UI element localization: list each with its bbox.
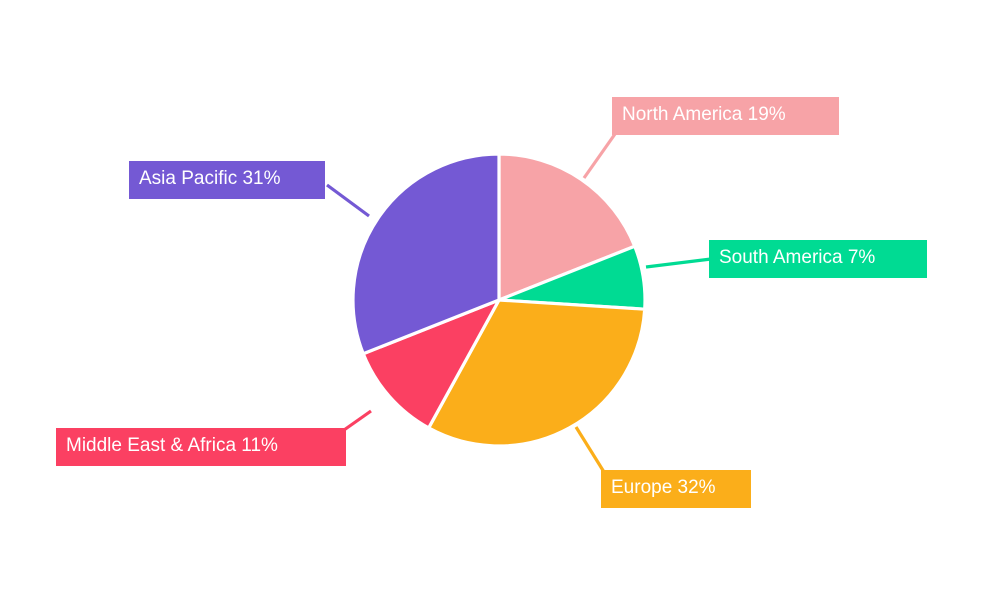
pie-label-europe[interactable]: Europe 32% — [601, 470, 751, 508]
pie-label-north-america[interactable]: North America 19% — [612, 97, 839, 135]
leader-line-south-america — [645, 257, 712, 269]
pie-label-middle-east-africa[interactable]: Middle East & Africa 11% — [56, 428, 346, 466]
pie-wedge-group — [351, 152, 647, 448]
pie-slice-north-america[interactable] — [497, 152, 637, 302]
pie-slice-asia-pacific[interactable] — [351, 152, 501, 356]
leader-line-asia-pacific — [326, 183, 370, 218]
pie-label-south-america[interactable]: South America 7% — [709, 240, 927, 278]
leader-line-europe — [574, 426, 606, 473]
leader-line-group — [326, 133, 712, 473]
leader-line-north-america — [582, 133, 617, 179]
leader-line-middle-east-africa — [343, 409, 372, 432]
pie-slice-middle-east-africa[interactable] — [361, 298, 501, 430]
pie-label-asia-pacific[interactable]: Asia Pacific 31% — [129, 161, 325, 199]
pie-slice-europe[interactable] — [427, 298, 647, 448]
